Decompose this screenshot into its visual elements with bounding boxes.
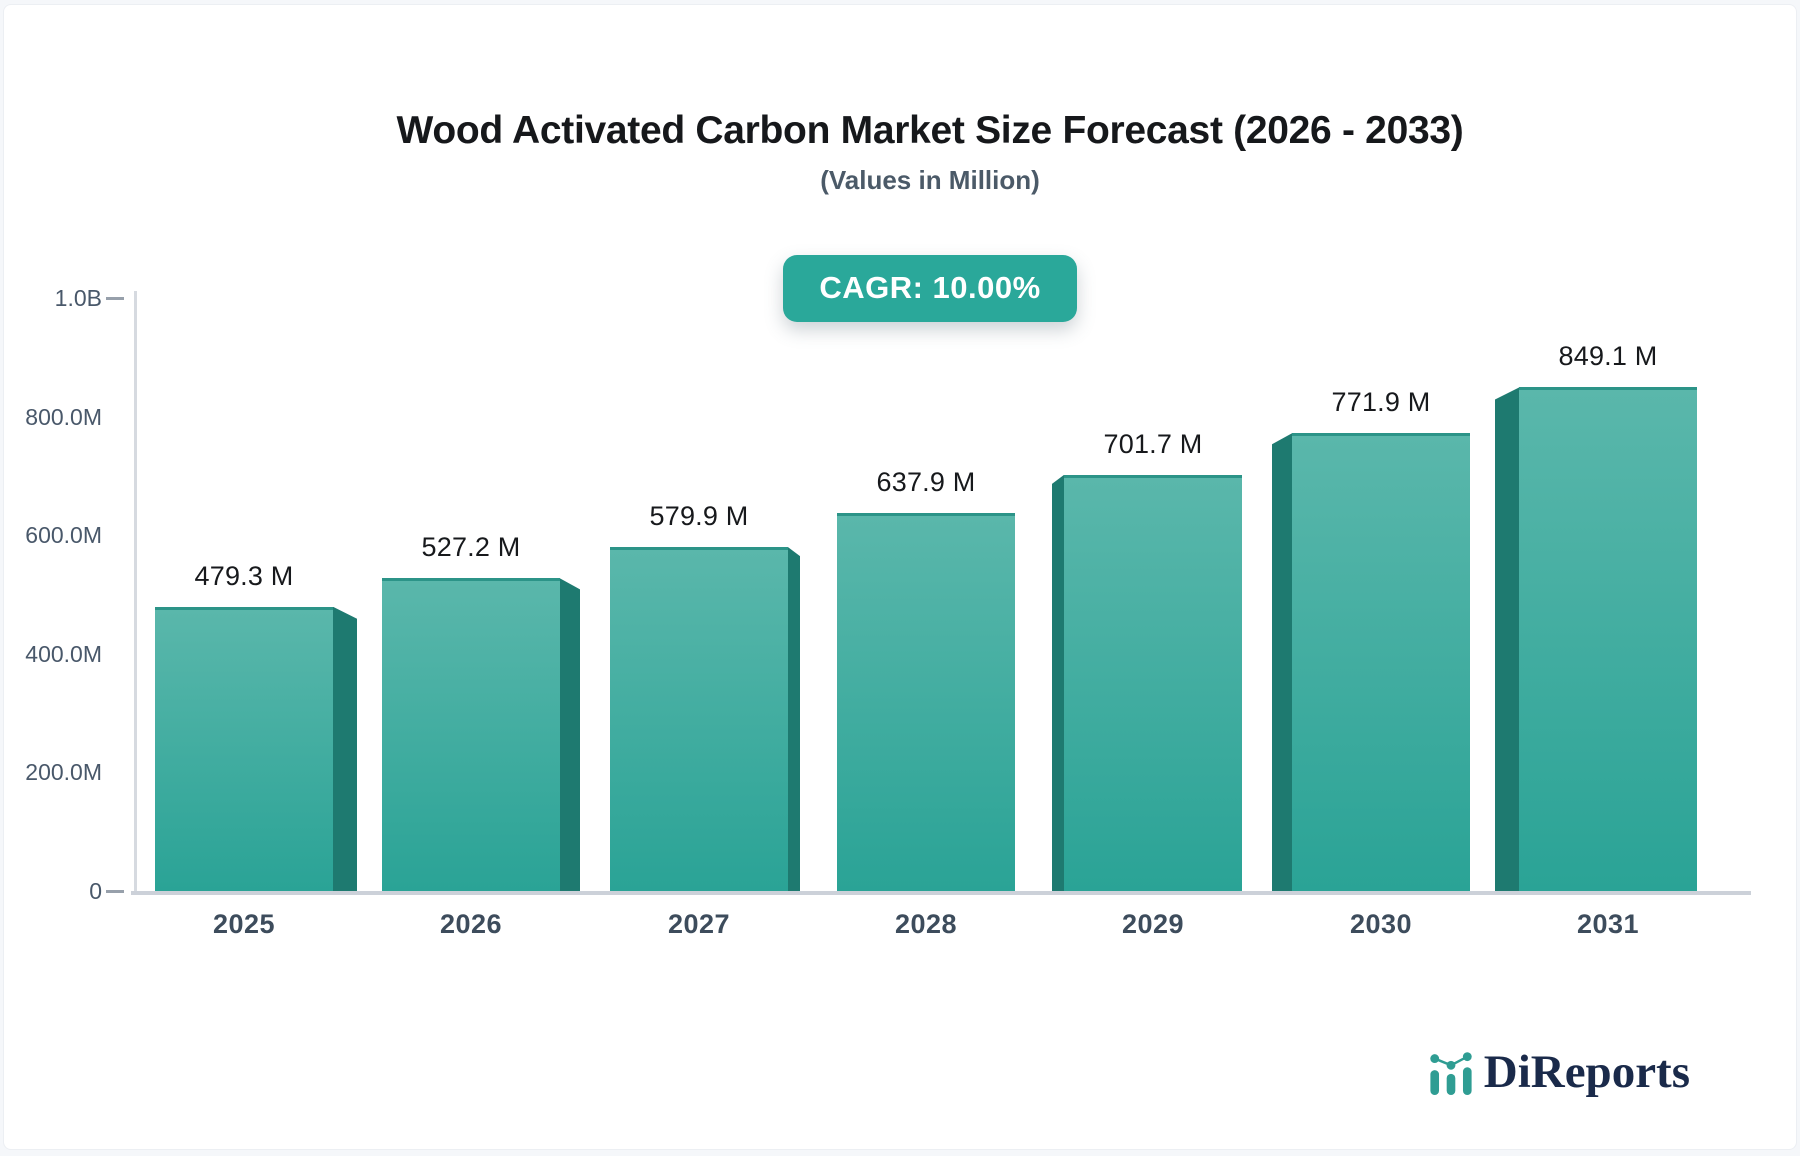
x-category-label-2027: 2027	[667, 909, 731, 939]
bar-chart-logo-icon	[1430, 1052, 1472, 1095]
logo-text: DiReports	[1483, 1046, 1690, 1098]
y-axis-line	[134, 291, 137, 894]
bar-value-label-2028: 637.9 M	[876, 466, 976, 497]
x-category-label-2029: 2029	[1121, 909, 1185, 939]
x-category-label-2025: 2025	[212, 909, 276, 939]
x-category-label-2031: 2031	[1576, 909, 1640, 939]
chart-title: Wood Activated Carbon Market Size Foreca…	[396, 109, 1464, 152]
bar-side-2026	[560, 578, 580, 891]
bar-value-label-2025: 479.3 M	[194, 560, 294, 591]
x-category-label-2028: 2028	[894, 909, 958, 939]
y-tick-label-0: 0	[89, 878, 102, 904]
bar-value-label-2027: 579.9 M	[649, 501, 749, 532]
bar-value-label-2029: 701.7 M	[1103, 428, 1203, 459]
bar-2028	[837, 512, 1015, 891]
bar-2030	[1292, 433, 1470, 891]
y-tick-dash-0	[106, 890, 124, 893]
cagr-badge-wrap: CAGR: 10.00%	[64, 255, 1796, 322]
chart-card: Wood Activated Carbon Market Size Foreca…	[3, 4, 1797, 1150]
y-tick-label-800.0M: 800.0M	[25, 403, 102, 430]
bar-side-2029	[1052, 474, 1064, 891]
y-tick-dash-1.0B	[106, 297, 124, 300]
cagr-badge: CAGR: 10.00%	[783, 255, 1077, 322]
bar-value-label-2026: 527.2 M	[421, 532, 521, 563]
bar-value-label-2030: 771.9 M	[1331, 387, 1431, 418]
y-tick-label-600.0M: 600.0M	[25, 522, 102, 549]
y-tick-label-200.0M: 200.0M	[25, 759, 102, 786]
bar-2025	[155, 606, 333, 891]
x-axis-line	[131, 891, 1751, 895]
bar-chart-plot: 1.0B 800.0M 600.0M 400.0M 200.0M 0 479.3 M 2025…	[4, 5, 1796, 1149]
bar-2026	[382, 578, 560, 891]
x-category-label-2026: 2026	[439, 909, 503, 939]
y-tick-label-1.0B: 1.0B	[54, 285, 102, 311]
bar-side-2027	[788, 547, 800, 891]
bar-side-2031	[1495, 387, 1519, 891]
bar-side-2025	[333, 606, 357, 891]
y-tick-label-400.0M: 400.0M	[25, 640, 102, 667]
chart-subtitle: (Values in Million)	[820, 165, 1040, 195]
direports-logo: DiReports	[1428, 1045, 1690, 1099]
bar-2027	[610, 547, 788, 891]
x-category-label-2030: 2030	[1349, 909, 1413, 939]
bar-2029	[1064, 474, 1242, 891]
bar-value-label-2031: 849.1 M	[1558, 341, 1658, 372]
bar-2031	[1519, 387, 1697, 891]
bar-side-2030	[1272, 433, 1292, 891]
